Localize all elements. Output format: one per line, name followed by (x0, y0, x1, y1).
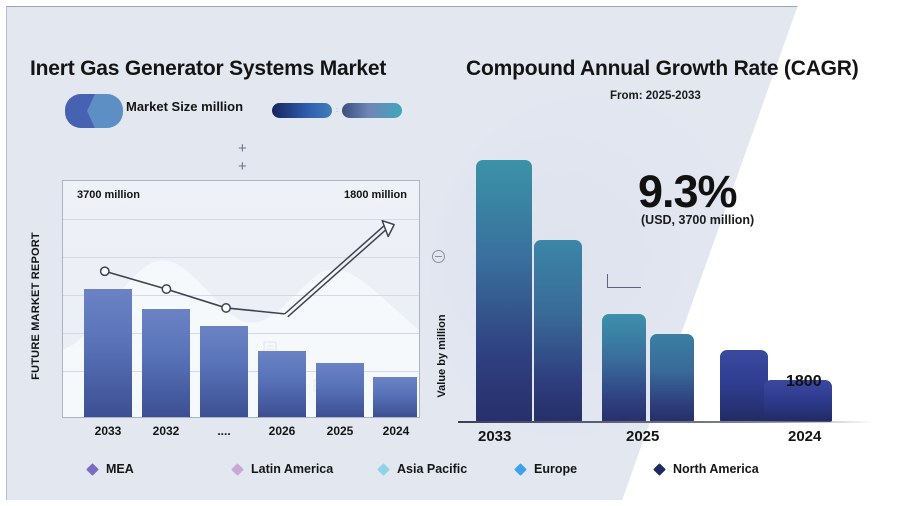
rx-label-2033: 2033 (478, 428, 512, 445)
legend: MEA Latin America Asia Pacific Europe No… (0, 462, 900, 488)
rbar-2024-value-label: 1800 (786, 373, 822, 390)
x-label-ellipsis: .... (217, 424, 231, 438)
bar-2025 (316, 363, 364, 417)
gridline (63, 295, 419, 296)
x-label-2025: 2025 (326, 424, 354, 438)
bar-2026 (258, 351, 306, 417)
right-chart-x-axis: 2033 2025 2024 (458, 428, 878, 452)
rx-label-2025: 2025 (626, 428, 660, 445)
pill-legend-group: : (272, 103, 402, 118)
legend-marker-asia-pacific (377, 462, 390, 476)
left-chart-bars (63, 181, 419, 417)
bar-2032 (142, 309, 190, 417)
gridline (63, 219, 419, 220)
legend-label-latin-america: Latin America (251, 462, 334, 476)
plus-icon-1: + (238, 140, 247, 157)
rbar-2025-front (602, 314, 646, 422)
legend-label-europe: Europe (534, 462, 578, 476)
legend-marker-north-america (653, 462, 666, 476)
left-chart-trend-arrow (99, 219, 395, 318)
left-chart-value-label-left: 3700 million (77, 189, 140, 201)
cagr-subtitle: From: 2025-2033 (610, 90, 701, 102)
legend-label-mea: MEA (106, 462, 134, 476)
cagr-value: 9.3% (638, 166, 738, 217)
bar-2033 (84, 289, 132, 417)
left-chart: 3700 million 1800 million (62, 180, 420, 418)
legend-item-north-america[interactable]: North America (653, 462, 759, 476)
hex-right-half (87, 94, 123, 128)
left-chart-value-label-right: 1800 million (344, 189, 407, 201)
legend-label-asia-pacific: Asia Pacific (397, 462, 468, 476)
left-chart-x-axis: 2033 2032 .... 2026 2025 2024 (62, 424, 420, 444)
x-label-2024: 2024 (382, 424, 410, 438)
right-chart-y-axis-label: Value by million (436, 314, 448, 398)
x-label-2032: 2032 (152, 424, 180, 438)
legend-marker-latin-america (231, 462, 244, 476)
legend-marker-mea (86, 462, 99, 476)
rx-label-2024: 2024 (788, 428, 822, 445)
plus-icon-2: + (238, 158, 247, 175)
legend-item-asia-pacific[interactable]: Asia Pacific (377, 462, 468, 476)
bracket-decoration (607, 274, 641, 288)
bar-2024 (373, 377, 417, 417)
x-label-2033: 2033 (94, 424, 122, 438)
rbar-2024-back (764, 380, 832, 422)
rbar-2025-back (650, 334, 694, 422)
minus-circle-icon (432, 250, 445, 263)
x-label-2026: 2026 (268, 424, 296, 438)
rbar-2033-back (534, 240, 582, 422)
legend-item-europe[interactable]: Europe (514, 462, 578, 476)
legend-marker-europe (514, 462, 527, 476)
legend-item-mea[interactable]: MEA (86, 462, 134, 476)
gridline (63, 257, 419, 258)
rbar-2033-front (476, 160, 532, 422)
right-chart (458, 150, 878, 422)
cagr-note: (USD, 3700 million) (641, 213, 755, 227)
pill-swatch-two (341, 103, 402, 118)
market-size-hex-icon (65, 94, 123, 128)
pill-separator: : (336, 107, 338, 114)
rbar-2024-front (720, 350, 768, 422)
bar-ellipsis (200, 326, 248, 417)
cagr-title: Compound Annual Growth Rate (CAGR) (466, 57, 859, 80)
legend-label-north-america: North America (673, 462, 759, 476)
pill-swatch-one (272, 103, 332, 118)
plus-decoration: + + (238, 140, 247, 176)
left-chart-y-axis-label: FUTURE MARKET REPORT (30, 232, 42, 380)
market-size-label: Market Size million (126, 99, 244, 114)
right-chart-baseline (458, 421, 874, 423)
legend-item-latin-america[interactable]: Latin America (231, 462, 334, 476)
page-title: Inert Gas Generator Systems Market (30, 57, 387, 80)
